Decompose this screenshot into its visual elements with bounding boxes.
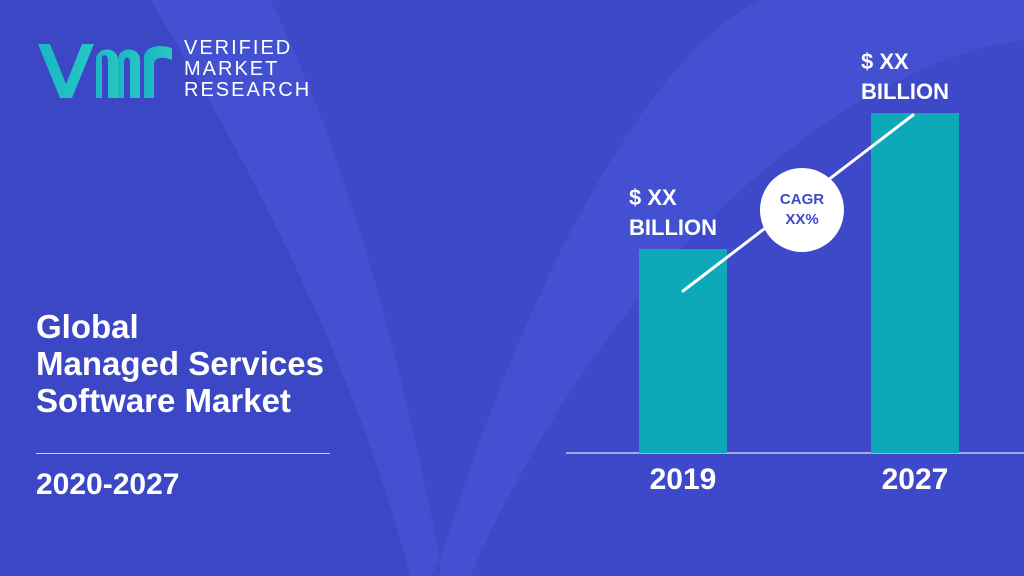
bar-value-2027-line-1: $ XX [861, 49, 909, 74]
bar-value-2019-line-1: $ XX [629, 185, 677, 210]
title-divider [36, 453, 330, 454]
x-tick-label-2027: 2027 [881, 463, 949, 496]
cagr-label: CAGR [779, 191, 825, 208]
brand-name: VERIFIED MARKET RESEARCH [184, 38, 311, 101]
brand-logo: VERIFIED MARKET RESEARCH [36, 38, 326, 108]
bar-2027 [871, 113, 959, 453]
x-tick-label-2019: 2019 [649, 463, 717, 496]
bar-value-2027-line-2: BILLION [861, 79, 949, 104]
cagr-value: XX% [785, 211, 819, 228]
cagr-badge: CAGR XX% [760, 168, 844, 252]
page-title: Global Managed Services Software Market [36, 308, 376, 419]
brand-line-2: MARKET [184, 58, 280, 80]
bar-value-label-2027: $ XX BILLION [861, 47, 949, 107]
bar-value-label-2019: $ XX BILLION [629, 183, 717, 243]
bar-2019 [639, 249, 727, 453]
title-line-1: Global [36, 308, 139, 345]
brand-line-3: RESEARCH [184, 79, 312, 101]
title-line-3: Software Market [36, 382, 291, 419]
bar-value-2019-line-2: BILLION [629, 215, 717, 240]
forecast-period: 2020-2027 [36, 468, 180, 501]
title-line-2: Managed Services [36, 345, 324, 382]
vmr-logo-icon [38, 44, 172, 98]
brand-line-1: VERIFIED [184, 37, 293, 59]
